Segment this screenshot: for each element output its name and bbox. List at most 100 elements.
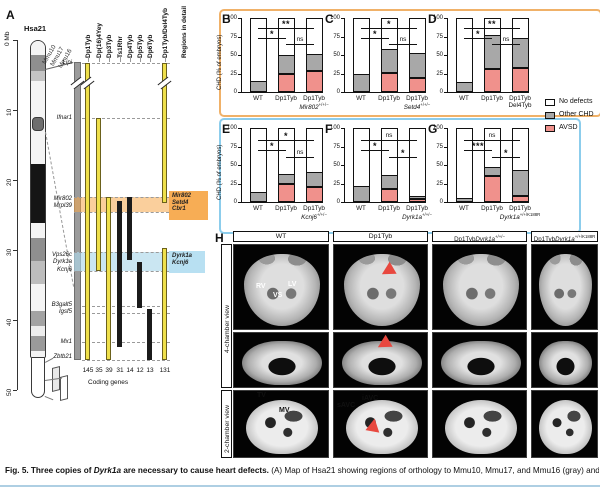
legend-swatch-other-chd	[545, 112, 555, 119]
heart-annotation-rv: RV	[256, 283, 266, 290]
chromosome-band	[31, 326, 45, 336]
y-tick	[444, 18, 447, 19]
bar-other-chd	[249, 191, 267, 202]
y-tick	[444, 55, 447, 56]
bar-avsd	[511, 67, 529, 92]
heart-annotation-iavc: iAVC	[362, 395, 379, 402]
heart-section-image	[539, 400, 592, 454]
heart-section-image	[444, 400, 517, 454]
sig-line	[492, 44, 520, 45]
y-tick-label: 0	[439, 199, 443, 205]
sig-line	[258, 28, 314, 29]
panel-d-label: D	[428, 12, 437, 26]
bar-other-chd	[380, 49, 398, 73]
category-label-line2: Dyrk1a+/+/K188R	[499, 212, 541, 222]
category-label: WT	[459, 95, 469, 102]
category-label: WT	[253, 205, 263, 212]
y-tick	[238, 92, 241, 93]
sig-line	[286, 157, 314, 158]
sig-line	[258, 140, 314, 141]
bar-other-chd	[483, 167, 501, 177]
mmu10-mini-bar	[60, 375, 68, 401]
y-tick-label: 25	[436, 180, 443, 187]
coding-genes-title: Coding genes	[88, 379, 129, 386]
panel-e-label: E	[222, 122, 231, 136]
y-tick-label: 0	[336, 199, 340, 205]
y-tick-label: 75	[230, 143, 237, 150]
heart-section-image	[242, 341, 322, 385]
bar-avsd	[483, 69, 501, 92]
sig-label-ns: ns	[502, 36, 510, 43]
category-label: Dp1Tyb	[275, 205, 297, 212]
mb-axis-tick	[13, 390, 17, 391]
heart-section-image	[246, 400, 318, 454]
y-axis	[241, 18, 242, 92]
category-label: Dp1Tyb	[378, 95, 400, 102]
gene-label-mrpl39: Mrpl39	[53, 203, 72, 209]
gene-label-zbtb21: Zbtb21	[53, 354, 72, 360]
gene-label-igsf5: Igsf5	[58, 309, 72, 315]
coding-genes-count: 35	[95, 367, 103, 374]
caption-bold-b: are necessary to cause heart defects.	[121, 466, 272, 475]
x-axis	[447, 92, 529, 93]
y-tick-label: 75	[333, 33, 340, 40]
y-tick	[238, 183, 241, 185]
y-axis	[344, 18, 345, 92]
bar-other-chd	[249, 80, 267, 92]
strain-header-dp6tyb: Dp6Tyb	[147, 34, 154, 58]
heart-annotation-savc: sAVC	[337, 402, 356, 409]
strain-bar	[147, 309, 152, 360]
legend-label: No defects	[559, 98, 593, 105]
y-tick	[341, 36, 344, 38]
category-label: Dp1Tyb	[303, 205, 325, 212]
x-axis	[344, 202, 426, 203]
y-tick	[444, 36, 447, 38]
category-label: Dp1Tyb	[481, 95, 503, 102]
mb-axis-tick	[13, 40, 17, 41]
legend-label: AVSD	[559, 124, 578, 131]
gene-dash-line	[82, 306, 170, 307]
x-axis	[241, 202, 323, 203]
sig-label-ns: ns	[385, 132, 393, 139]
chromosome-band	[31, 164, 45, 223]
y-tick	[341, 55, 344, 56]
heart-image-tile	[333, 332, 428, 388]
sig-line	[361, 150, 389, 151]
category-label: WT	[253, 95, 263, 102]
y-tick-label: 50	[333, 52, 340, 58]
mb-axis-tick-label: 30	[6, 248, 13, 256]
strain-header-stub	[88, 56, 89, 62]
strain-header-stub	[140, 56, 141, 62]
chromosome-band	[31, 351, 45, 357]
mb-axis-tick	[13, 110, 17, 111]
heart-image-tile	[233, 332, 329, 388]
y-tick	[238, 36, 241, 38]
sig-label: *	[283, 131, 288, 141]
bar-avsd	[380, 72, 398, 92]
bar-other-chd	[511, 170, 529, 197]
regions-in-detail-header: Regions in detail	[181, 5, 188, 58]
sig-line	[389, 157, 417, 158]
coding-genes-count: 12	[136, 367, 144, 374]
sig-label-ns: ns	[399, 36, 407, 43]
gene-label-vps26c: Vps26c	[51, 252, 72, 258]
strain-bar	[106, 197, 111, 360]
category-label: Dp1Tyb	[406, 95, 428, 102]
panel-b-label: B	[222, 12, 231, 26]
row-label-text: 2-chamber view	[224, 405, 231, 453]
sig-label-ns: ns	[296, 36, 304, 43]
coding-genes-count: 39	[105, 367, 113, 374]
strain-bar	[127, 197, 132, 260]
gene-label-mir802: Mir802	[53, 196, 72, 202]
y-tick	[238, 202, 241, 203]
category-label-line2: Kcnj6+/+/−	[301, 212, 327, 222]
coding-genes-count: 131	[159, 367, 171, 374]
strain-bar	[162, 63, 167, 203]
gene-dash-line	[82, 118, 170, 119]
y-tick-label: 0	[336, 89, 340, 95]
y-tick-label: 75	[436, 33, 443, 40]
row-label-text: 4-chamber view	[224, 305, 231, 353]
y-tick	[341, 165, 344, 166]
bar-other-chd	[408, 52, 426, 78]
